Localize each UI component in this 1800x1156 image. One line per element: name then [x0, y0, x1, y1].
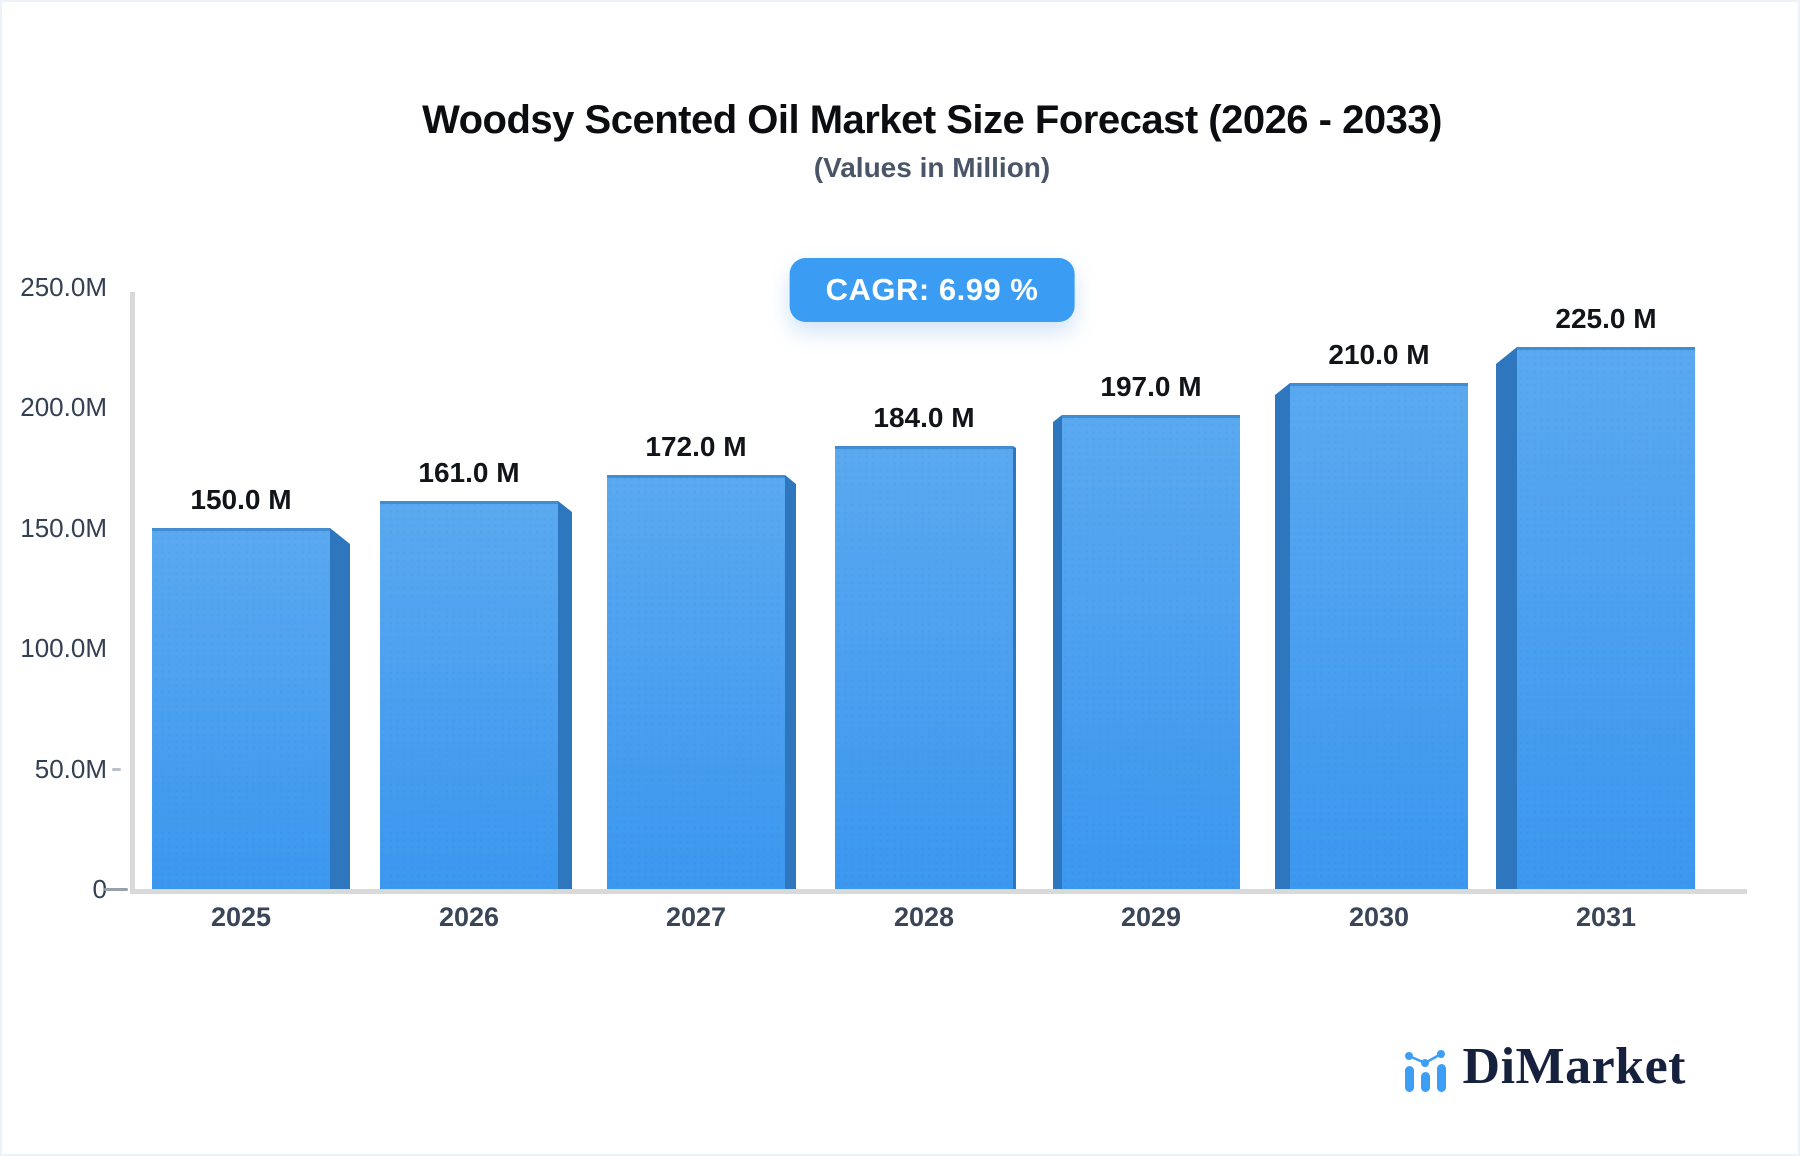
bar-2025-side-face — [330, 528, 350, 889]
x-axis-label-2027: 2027 — [665, 902, 727, 932]
chart-subtitle: (Values in Million) — [813, 152, 1051, 183]
bar-2027-side-face — [785, 475, 796, 889]
x-axis-label-2026: 2026 — [438, 902, 500, 932]
x-axis-label-2028: 2028 — [893, 902, 955, 932]
bar-2026[interactable] — [380, 501, 558, 889]
y-axis-label-200.0M: 200.0M — [20, 392, 107, 423]
bar-2031-side-face — [1496, 347, 1517, 889]
bar-2029[interactable] — [1062, 415, 1240, 889]
bar-2029-side-face — [1053, 415, 1062, 889]
bar-value-label-2026: 161.0 M — [418, 457, 520, 488]
bar-2025[interactable] — [152, 528, 330, 889]
x-axis-label-2029: 2029 — [1120, 902, 1182, 932]
chart-title: Woodsy Scented Oil Market Size Forecast … — [422, 98, 1442, 142]
y-axis-tick — [112, 767, 121, 771]
y-axis-tick — [104, 888, 128, 891]
bar-value-label-2027: 172.0 M — [645, 431, 747, 462]
bar-2026-side-face — [558, 501, 572, 889]
bar-value-label-2031: 225.0 M — [1555, 303, 1657, 334]
bar-2028[interactable] — [835, 446, 1013, 889]
bar-value-label-2029: 197.0 M — [1100, 371, 1202, 402]
bar-2030[interactable] — [1290, 383, 1468, 889]
mini-bar-chart-icon — [1404, 1050, 1446, 1092]
bar-value-label-2028: 184.0 M — [873, 402, 975, 433]
y-axis-label-250.0M: 250.0M — [20, 272, 107, 302]
y-axis-label-50.0M: 50.0M — [34, 753, 107, 784]
bar-value-label-2030: 210.0 M — [1328, 339, 1430, 370]
bar-2027[interactable] — [607, 475, 785, 889]
x-axis-baseline — [130, 889, 1747, 894]
bar-2031[interactable] — [1517, 347, 1695, 889]
y-axis-label-100.0M: 100.0M — [20, 633, 107, 664]
brand-logo: DiMarket — [1403, 1038, 1686, 1095]
cagr-badge: CAGR: 6.99 % — [789, 258, 1075, 322]
y-axis-label-0: 0 — [92, 874, 107, 904]
x-axis-label-2031: 2031 — [1575, 902, 1637, 932]
brand-logo-text: DiMarket — [1462, 1038, 1686, 1095]
y-axis-label-150.0M: 150.0M — [20, 512, 107, 543]
bar-2030-side-face — [1275, 383, 1290, 889]
y-axis-line — [130, 292, 135, 892]
x-axis-label-2030: 2030 — [1348, 902, 1410, 932]
bar-value-label-2025: 150.0 M — [190, 484, 292, 515]
bar-2028-side-face — [1013, 446, 1016, 889]
x-axis-label-2025: 2025 — [210, 902, 272, 932]
